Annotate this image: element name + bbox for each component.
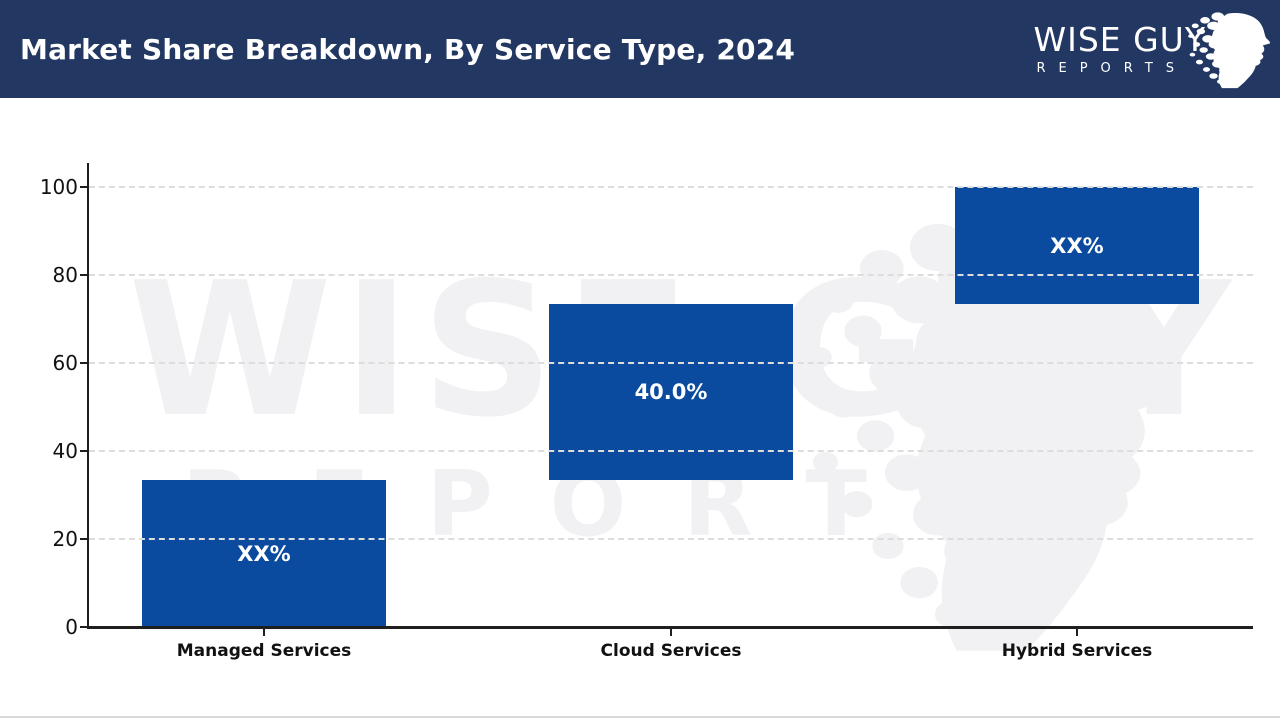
logo-face-profile — [1211, 13, 1271, 89]
y-tick-label: 0 — [65, 615, 78, 639]
bar-value-label: 40.0% — [634, 380, 708, 405]
gridline — [89, 274, 1253, 276]
x-tick-mark — [1076, 629, 1078, 636]
gridline — [89, 362, 1253, 364]
x-tick-mark — [670, 629, 672, 636]
bottom-border — [0, 716, 1280, 718]
logo-wordmark: WISE GUY — [1033, 19, 1206, 59]
bar-cloud-services: 40.0% — [549, 304, 793, 481]
header-bar: Market Share Breakdown, By Service Type,… — [0, 0, 1280, 98]
bar-managed-services: XX% — [142, 480, 386, 627]
bar-hybrid-services: XX% — [955, 187, 1199, 305]
y-tick-mark — [80, 626, 88, 628]
logo-subtitle: REPORTS — [1036, 60, 1188, 76]
x-axis-label: Managed Services — [176, 641, 352, 661]
watermark-face-icon — [806, 223, 1171, 651]
chart-area: WISE GUY REPORTS 020406080100XX%Managed … — [0, 98, 1280, 720]
gridline — [89, 450, 1253, 452]
y-tick-mark — [80, 186, 88, 188]
gridline — [89, 538, 1253, 540]
x-axis-line — [87, 626, 1253, 629]
y-tick-mark — [80, 274, 88, 276]
y-tick-mark — [80, 362, 88, 364]
y-tick-mark — [80, 538, 88, 540]
y-tick-label: 80 — [52, 263, 78, 287]
logo-text: WISE GUY REPORTS — [1033, 23, 1206, 76]
x-axis-label: Hybrid Services — [1001, 641, 1153, 661]
y-tick-label: 100 — [39, 175, 78, 199]
bar-value-label: XX% — [237, 541, 291, 566]
y-tick-label: 40 — [52, 439, 78, 463]
y-tick-label: 60 — [52, 351, 78, 375]
logo: WISE GUY REPORTS — [1033, 9, 1274, 89]
x-tick-mark — [263, 629, 265, 636]
gridline — [89, 186, 1253, 188]
x-axis-label: Cloud Services — [600, 641, 742, 661]
y-axis-line — [87, 163, 89, 628]
logo-face-icon — [1188, 12, 1271, 89]
bar-value-label: XX% — [1050, 233, 1104, 258]
page-title: Market Share Breakdown, By Service Type,… — [20, 32, 796, 66]
y-tick-label: 20 — [52, 527, 78, 551]
y-tick-mark — [80, 450, 88, 452]
